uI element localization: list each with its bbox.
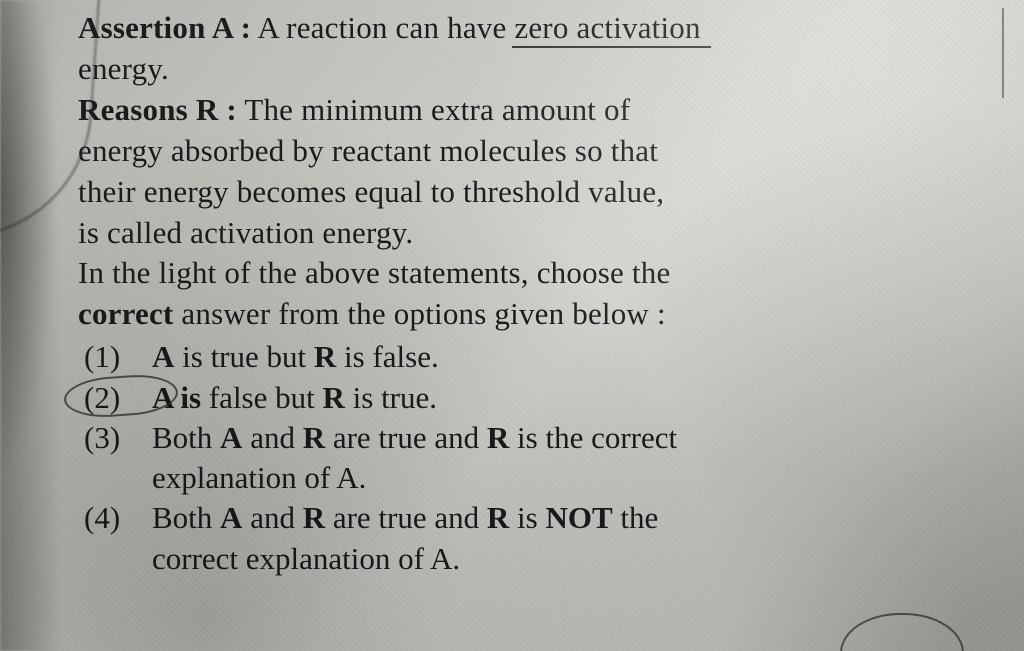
option-4-text: Both A and R are true and R is NOT the xyxy=(152,498,982,538)
option-1-num: (1) xyxy=(78,337,152,377)
o3p4: are true and xyxy=(325,420,487,455)
option-4: (4) Both A and R are true and R is NOT t… xyxy=(78,498,982,538)
option-1: (1) A is true but R is false. xyxy=(78,337,982,377)
option-4-num: (4) xyxy=(78,498,152,538)
option-2-tail: is true. xyxy=(345,380,437,415)
assertion-line-1: Assertion A : A reaction can have zero a… xyxy=(78,8,982,49)
option-3-num: (3) xyxy=(78,418,152,458)
pen-circle-mark xyxy=(840,613,964,651)
o3p3: R xyxy=(303,420,325,455)
option-3: (3) Both A and R are true and R is the c… xyxy=(78,418,982,458)
option-3-text: Both A and R are true and R is the corre… xyxy=(152,418,982,458)
page-binding-shadow xyxy=(0,0,60,651)
o4p5: R xyxy=(487,500,509,535)
option-1-R: R xyxy=(314,339,336,374)
reason-line-3: their energy becomes equal to threshold … xyxy=(78,172,982,213)
option-3-cont-text: explanation of A. xyxy=(152,458,982,498)
reason-line-2: energy absorbed by reactant molecules so… xyxy=(78,131,982,172)
option-4-cont-text: correct explanation of A. xyxy=(152,539,982,579)
prompt-line-1: In the light of the above statements, ch… xyxy=(78,253,982,294)
o3p6: is the correct xyxy=(509,420,677,455)
option-3-cont-pad xyxy=(78,458,152,498)
option-2-text: A is false but R is true. xyxy=(152,378,982,418)
o4p4: are true and xyxy=(325,500,487,535)
o3p2: and xyxy=(242,420,302,455)
column-rule xyxy=(1002,8,1004,98)
prompt-rest: answer from the options given below : xyxy=(173,296,665,331)
o4p2: and xyxy=(242,500,302,535)
o4p3: R xyxy=(303,500,325,535)
reason-line-4: is called activation energy. xyxy=(78,213,982,254)
assertion-label: Assertion A : xyxy=(78,10,251,45)
o3p0: Both xyxy=(152,420,220,455)
options-list: (1) A is true but R is false. (2) A is f… xyxy=(78,337,982,579)
o4cont-a: correct explanation of A. xyxy=(152,541,460,576)
option-2-A: A is xyxy=(152,380,201,415)
option-2-num: (2) xyxy=(78,378,152,418)
assertion-text-1a: A reaction can have xyxy=(251,10,514,45)
option-2: (2) A is false but R is true. xyxy=(78,378,982,418)
o4p8: the xyxy=(613,500,659,535)
question-block: Assertion A : A reaction can have zero a… xyxy=(78,8,1004,651)
prompt-line-2: correct answer from the options given be… xyxy=(78,294,982,335)
assertion-underlined: zero activation xyxy=(514,10,700,45)
option-1-A: A xyxy=(152,339,174,374)
o4p7: NOT xyxy=(545,500,612,535)
o3cont-a: explanation of A. xyxy=(152,460,366,495)
option-2-R: R xyxy=(323,380,345,415)
o4p6: is xyxy=(509,500,545,535)
o3p5: R xyxy=(487,420,509,455)
option-1-text: A is true but R is false. xyxy=(152,337,982,377)
option-1-tail: is false. xyxy=(336,339,438,374)
option-2-mid: false but xyxy=(201,380,322,415)
option-1-mid: is true but xyxy=(174,339,314,374)
reason-text-1a: The minimum extra amount of xyxy=(237,92,630,127)
o3p1: A xyxy=(220,420,242,455)
o4p0: Both xyxy=(152,500,220,535)
assertion-line-2: energy. xyxy=(78,49,982,90)
reason-label: Reasons R : xyxy=(78,92,237,127)
option-4-cont-pad xyxy=(78,539,152,579)
option-3-cont: explanation of A. xyxy=(78,458,982,498)
o4p1: A xyxy=(220,500,242,535)
reason-line-1: Reasons R : The minimum extra amount of xyxy=(78,90,982,131)
option-4-cont: correct explanation of A. xyxy=(78,539,982,579)
prompt-bold: correct xyxy=(78,296,173,331)
